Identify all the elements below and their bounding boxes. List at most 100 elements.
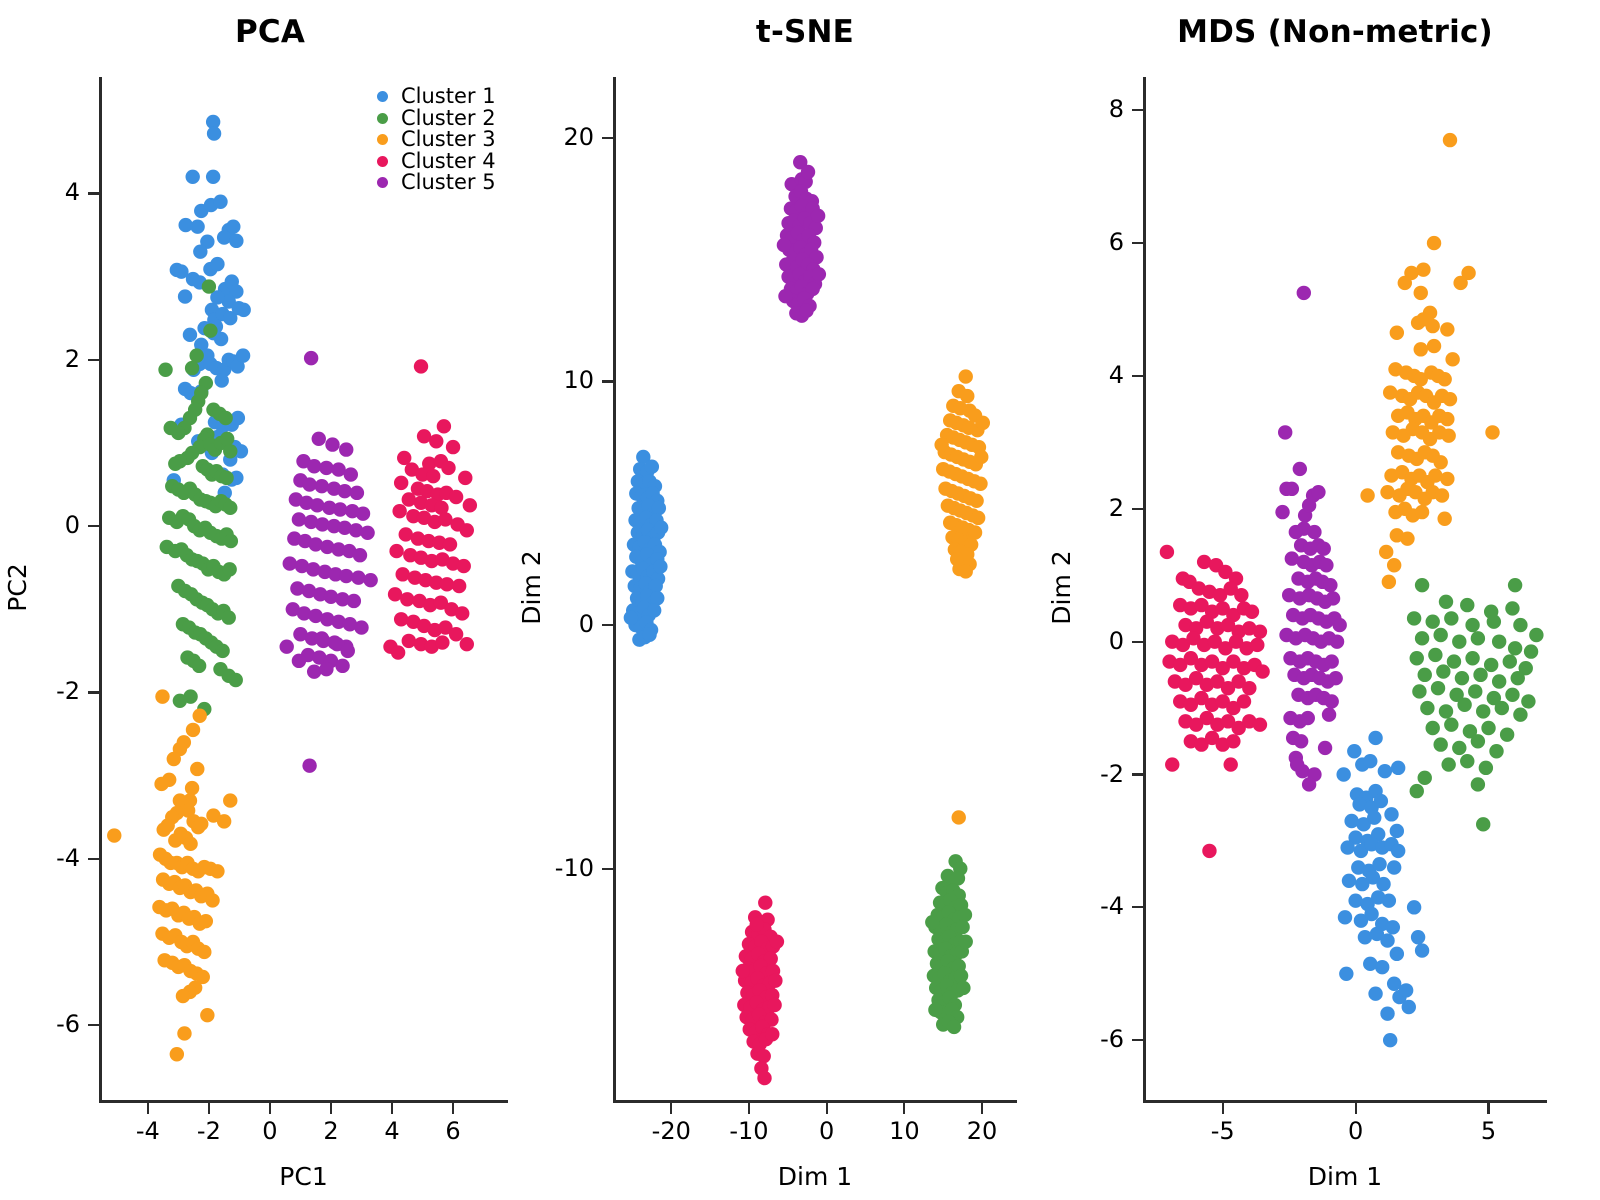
data-point — [1442, 132, 1458, 148]
data-point — [158, 362, 173, 377]
x-tick-label: -5 — [1210, 1117, 1235, 1145]
x-tick-label: -10 — [729, 1117, 769, 1145]
data-point — [1521, 694, 1536, 709]
x-tick-mark — [747, 1102, 751, 1114]
data-point — [1340, 840, 1355, 855]
data-point — [1344, 813, 1359, 829]
data-point — [156, 822, 171, 837]
data-point — [107, 828, 122, 843]
data-point — [303, 350, 319, 366]
data-point — [182, 327, 198, 343]
data-point — [448, 627, 464, 642]
data-point — [458, 470, 473, 486]
data-point — [434, 500, 449, 516]
data-point — [352, 548, 368, 563]
data-point — [1465, 617, 1480, 633]
data-point — [1518, 661, 1533, 676]
data-point — [177, 1026, 192, 1041]
data-point — [184, 780, 200, 796]
legend-swatch-icon — [377, 155, 388, 167]
data-point — [343, 467, 359, 482]
data-point — [328, 567, 343, 582]
series-cluster-5 — [279, 350, 378, 773]
x-tick-mark — [1354, 1102, 1357, 1114]
legend-item[interactable]: Cluster 5 — [377, 172, 496, 194]
y-tick-mark — [88, 691, 99, 694]
data-point — [296, 606, 312, 621]
data-point — [1425, 720, 1440, 736]
data-point — [1284, 551, 1300, 566]
x-axis-spine — [613, 1100, 1017, 1103]
data-point — [282, 556, 297, 571]
y-tick-label: -2 — [56, 677, 80, 706]
data-point — [200, 1007, 215, 1023]
x-tick-label: -2 — [196, 1117, 221, 1145]
data-point — [291, 512, 307, 527]
data-point — [445, 439, 461, 455]
data-point — [421, 533, 436, 549]
data-point — [1324, 694, 1339, 709]
data-point — [1491, 674, 1507, 689]
data-point — [1242, 680, 1257, 696]
data-point — [190, 219, 205, 234]
y-tick-mark — [1132, 507, 1143, 510]
data-point — [285, 602, 301, 617]
legend-item[interactable]: Cluster 3 — [377, 129, 496, 151]
data-point — [175, 988, 191, 1004]
data-point — [206, 126, 222, 141]
data-point — [1452, 634, 1467, 649]
data-point — [811, 267, 827, 282]
y-tick-mark — [602, 380, 613, 383]
legend-item[interactable]: Cluster 4 — [377, 150, 496, 173]
data-point — [1476, 704, 1491, 719]
data-point — [1307, 524, 1322, 540]
data-point — [332, 502, 348, 517]
series-cluster-3 — [107, 689, 238, 1062]
data-point — [169, 1047, 185, 1062]
data-point — [185, 722, 201, 738]
legend-swatch-icon — [377, 112, 388, 124]
data-point — [155, 689, 170, 704]
data-point — [1250, 637, 1265, 653]
data-point — [339, 442, 354, 457]
data-point — [1223, 581, 1238, 596]
data-point — [1440, 471, 1455, 487]
data-point — [756, 1048, 771, 1064]
data-point — [1165, 757, 1180, 772]
data-point — [1186, 631, 1201, 646]
x-tick-label: 5 — [1480, 1117, 1497, 1145]
series-cluster-2 — [925, 854, 973, 1035]
data-point — [177, 289, 193, 304]
data-point — [1376, 876, 1391, 892]
panel-title: t-SNE — [755, 14, 855, 50]
data-point — [191, 658, 207, 674]
legend-item[interactable]: Cluster 1 — [377, 86, 496, 108]
data-point — [308, 537, 323, 552]
data-point — [1426, 338, 1442, 354]
data-point — [301, 583, 317, 599]
data-point — [1433, 455, 1448, 470]
data-point — [1293, 734, 1309, 749]
legend-swatch-icon — [377, 134, 388, 146]
scatter-plot-area — [1159, 132, 1544, 1048]
data-point — [1437, 511, 1452, 526]
data-point — [392, 503, 407, 519]
data-point — [218, 410, 233, 426]
data-point — [1292, 461, 1308, 477]
data-point — [1234, 587, 1249, 603]
data-point — [1442, 391, 1458, 407]
data-point — [198, 913, 214, 929]
data-point — [154, 776, 169, 792]
x-axis-label: PC1 — [279, 1162, 328, 1191]
data-point — [1231, 720, 1246, 736]
data-point — [306, 664, 322, 679]
data-point — [1329, 634, 1345, 649]
data-point — [1321, 707, 1337, 722]
data-point — [422, 456, 437, 471]
data-point — [735, 963, 750, 979]
series-cluster-3 — [934, 369, 991, 825]
data-point — [1364, 906, 1379, 922]
legend-item[interactable]: Cluster 2 — [377, 107, 496, 130]
data-point — [1324, 654, 1339, 669]
data-point — [1175, 637, 1191, 653]
